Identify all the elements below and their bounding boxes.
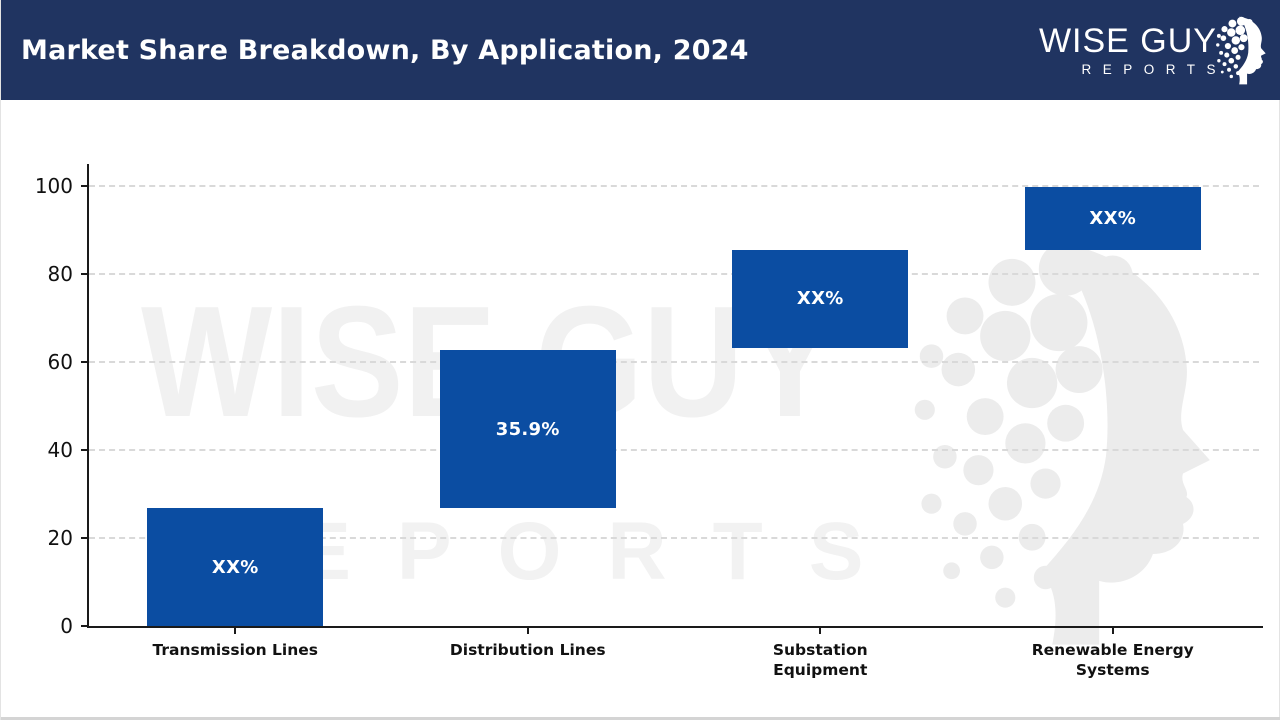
y-tick-label: 60 [47,350,73,374]
bar-value-label: XX% [1089,207,1137,229]
bar-value-label: 35.9% [495,418,560,440]
gridline [89,361,1259,363]
category-label: Renewable Energy Systems [1031,641,1194,680]
gridline [89,449,1259,451]
bottom-border-line [1,717,1280,720]
y-tick [81,361,89,363]
y-tick [81,625,89,627]
y-tick [81,185,89,187]
bar: 35.9% [439,350,616,509]
header-bar: Market Share Breakdown, By Application, … [1,0,1280,100]
category-label: Transmission Lines [152,641,318,659]
y-tick [81,537,89,539]
y-tick-label: 0 [60,614,73,638]
y-tick [81,449,89,451]
wiseguy-logo-text: WISE GUY REPORTS [1039,24,1217,77]
x-tick [234,626,237,634]
x-tick [819,626,822,634]
wiseguy-logo: WISE GUY REPORTS [1039,0,1273,100]
wiseguy-logo-reports: REPORTS [1081,61,1227,77]
gridline [89,273,1259,275]
y-tick-label: 20 [47,526,73,550]
bar-value-label: XX% [211,556,259,578]
y-tick-label: 40 [47,438,73,462]
wiseguy-logo-head-icon [1216,16,1266,85]
y-tick [81,273,89,275]
gridline [89,537,1259,539]
y-tick-label: 100 [34,174,73,198]
gridline [89,185,1259,187]
y-axis-line [87,164,89,628]
x-axis-line [87,626,1263,628]
category-label: Distribution Lines [449,641,606,659]
chart-title: Market Share Breakdown, By Application, … [21,34,749,66]
wiseguy-logo-wiseguy: WISE GUY [1038,21,1217,60]
bar: XX% [147,508,324,626]
x-tick [1111,626,1114,634]
watermark-head-icon [914,242,1210,645]
x-tick [526,626,529,634]
bar: XX% [1024,186,1201,250]
bar-value-label: XX% [796,288,844,310]
bar: XX% [732,249,909,348]
category-label: Substation Equipment [772,641,868,680]
y-tick-label: 80 [47,262,73,286]
